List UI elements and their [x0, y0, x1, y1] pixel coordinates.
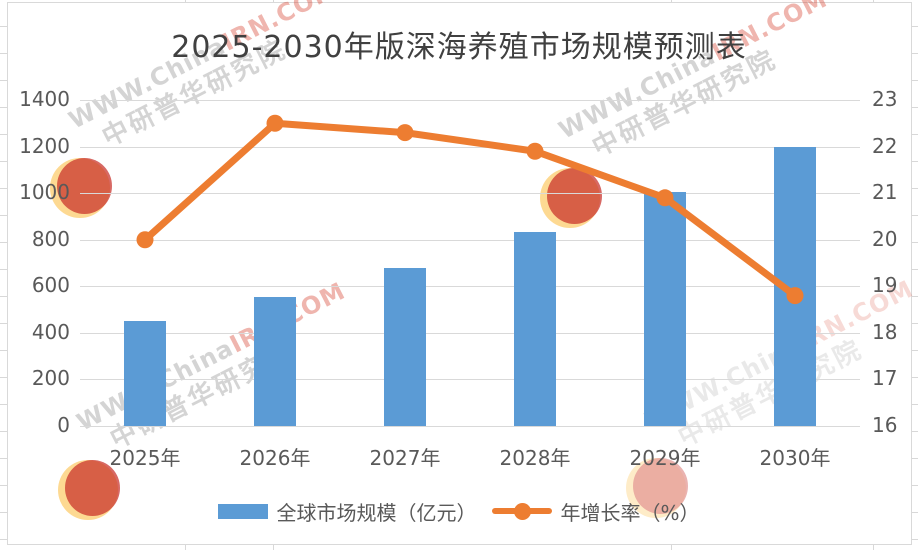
x-axis-label-2027年: 2027年 — [369, 446, 441, 470]
x-axis-label-2025年: 2025年 — [109, 446, 181, 470]
bar-2025年 — [124, 321, 166, 426]
legend-line-label: 年增长率（%） — [560, 500, 700, 525]
left-axis-tick-label: 800 — [31, 226, 70, 251]
legend-item-growth-rate: 年增长率（%） — [492, 497, 700, 526]
gridline — [80, 146, 860, 148]
bar-2026年 — [254, 296, 296, 426]
gridline — [80, 426, 860, 427]
left-axis-tick-label: 1400 — [19, 87, 70, 111]
line-point-2027年 — [396, 124, 414, 142]
left-axis-tick-label: 400 — [31, 319, 70, 344]
left-axis-tick-label: 1200 — [19, 133, 70, 158]
left-axis-tick-label: 0 — [57, 413, 70, 437]
right-axis-tick-label: 17 — [872, 366, 898, 391]
right-axis-tick-label: 18 — [872, 319, 898, 344]
x-axis-label-2026年: 2026年 — [239, 446, 311, 470]
x-axis-label-2028年: 2028年 — [499, 446, 571, 470]
line-point-2029年 — [656, 189, 674, 207]
legend-bar-swatch-icon — [218, 503, 269, 519]
right-axis-tick-label: 20 — [872, 226, 898, 251]
gridline — [80, 100, 860, 101]
line-point-2030年 — [786, 287, 804, 305]
line-point-2026年 — [266, 114, 284, 132]
line-point-2028年 — [526, 142, 544, 160]
right-axis-tick-label: 22 — [872, 133, 898, 158]
gridline — [80, 332, 860, 334]
left-axis-tick-label: 1000 — [19, 180, 70, 205]
legend-line-swatch-icon — [492, 502, 553, 520]
legend-bar-label: 全球市场规模（亿元） — [276, 500, 477, 525]
gridline — [80, 193, 860, 195]
right-axis-tick-label: 16 — [872, 413, 898, 437]
bar-2028年 — [514, 232, 556, 426]
legend-line-dot-icon — [513, 502, 531, 520]
left-axis-tick-label: 200 — [31, 366, 70, 391]
x-axis-label-2030年: 2030年 — [759, 446, 831, 470]
right-axis-tick-label: 23 — [872, 87, 898, 111]
x-axis-label-2029年: 2029年 — [629, 446, 701, 470]
line-point-2025年 — [136, 231, 154, 249]
gridline — [80, 379, 860, 381]
right-axis-tick-label: 21 — [872, 180, 898, 205]
gridline — [80, 239, 860, 241]
growth-rate-polyline — [141, 119, 799, 300]
growth-rate-line — [136, 114, 804, 305]
left-axis-tick-label: 600 — [31, 273, 70, 298]
legend-item-market-size: 全球市场规模（亿元） — [218, 497, 476, 526]
bar-2029年 — [644, 191, 686, 426]
legend: 全球市场规模（亿元） 年增长率（%） — [0, 495, 918, 527]
bar-2027年 — [384, 268, 426, 426]
right-axis-tick-label: 19 — [872, 273, 898, 298]
gridline — [80, 286, 860, 288]
chart-title: 2025-2030年版深海养殖市场规模预测表 — [171, 30, 747, 65]
